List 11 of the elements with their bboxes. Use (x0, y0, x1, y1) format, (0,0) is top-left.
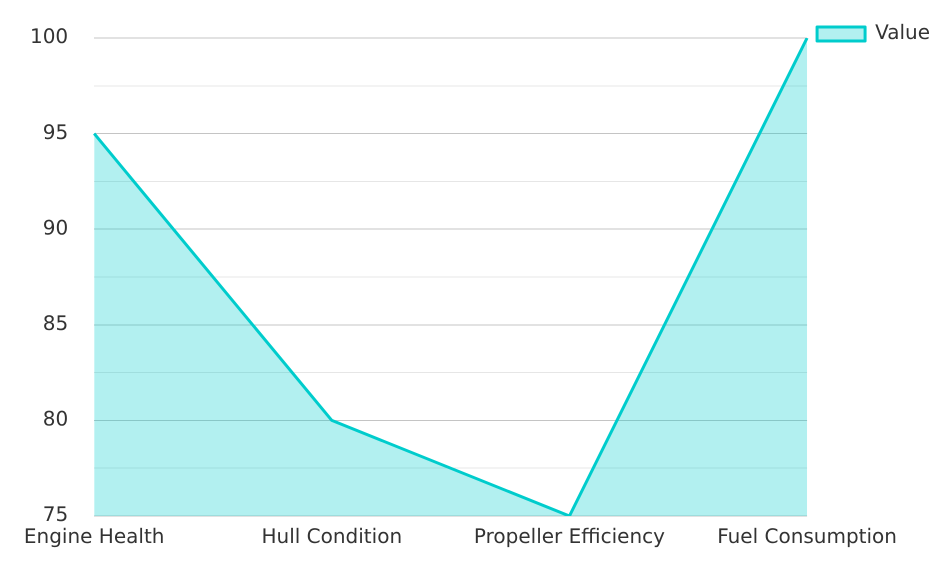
y-tick-label: 75 (42, 502, 68, 526)
y-tick-label: 90 (42, 215, 68, 240)
x-tick-label: Fuel Consumption (717, 524, 897, 548)
x-tick-label: Engine Health (24, 524, 164, 548)
legend-label: Value (875, 20, 930, 44)
y-tick-label: 95 (42, 120, 68, 144)
x-tick-label: Propeller Efficiency (474, 524, 666, 548)
x-tick-label: Hull Condition (261, 524, 402, 548)
y-tick-label: 100 (30, 24, 68, 48)
y-tick-label: 80 (42, 406, 68, 431)
y-tick-label: 85 (42, 311, 68, 336)
